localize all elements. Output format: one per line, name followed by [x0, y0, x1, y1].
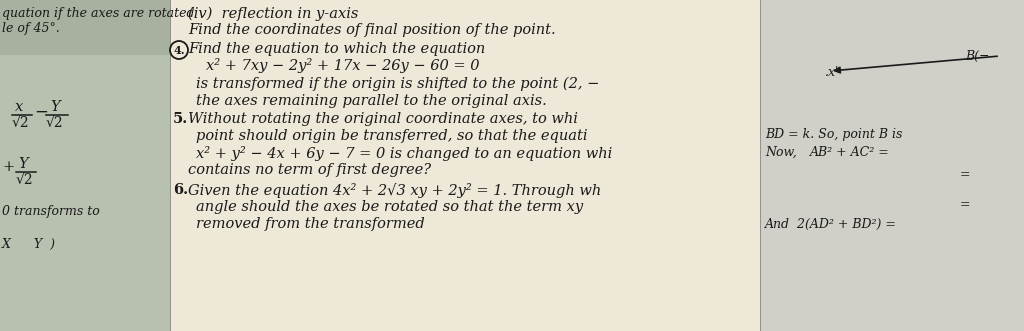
Text: x² + y² − 4x + 6y − 7 = 0 is changed to an equation whi: x² + y² − 4x + 6y − 7 = 0 is changed to … [196, 146, 612, 161]
Text: (iv)  reflection in y-axis: (iv) reflection in y-axis [188, 7, 358, 22]
Text: −: − [34, 104, 48, 121]
Text: 5.: 5. [173, 112, 188, 126]
Text: And  2(AD² + BD²) =: And 2(AD² + BD²) = [765, 218, 897, 231]
Bar [0, 0, 170, 331]
Text: AB² + AC² =: AB² + AC² = [810, 146, 890, 159]
Text: Without rotating the original coordinate axes, to whi: Without rotating the original coordinate… [188, 112, 578, 126]
Text: x: x [15, 100, 24, 114]
Text: =: = [961, 168, 971, 181]
Text: quation if the axes are rotated: quation if the axes are rotated [2, 7, 195, 20]
Text: .x': .x' [825, 66, 840, 79]
Text: 6.: 6. [173, 183, 188, 197]
Text: Y: Y [50, 100, 59, 114]
Text: the axes remaining parallel to the original axis.: the axes remaining parallel to the origi… [196, 94, 547, 108]
Text: √2: √2 [12, 116, 30, 130]
Text: 4.: 4. [173, 44, 184, 56]
Text: Now,: Now, [765, 146, 797, 159]
Text: =: = [961, 198, 971, 211]
Bar [760, 0, 1024, 331]
Text: contains no term of first degree?: contains no term of first degree? [188, 163, 431, 177]
Text: is transformed if the origin is shifted to the point (2, −: is transformed if the origin is shifted … [196, 77, 599, 91]
Text: B(−: B(− [965, 50, 989, 63]
Bar [0, 0, 170, 55]
Text: X      Y  ): X Y ) [2, 238, 56, 251]
Bar [170, 0, 760, 331]
Text: Find the coordinates of final position of the point.: Find the coordinates of final position o… [188, 23, 556, 37]
Text: 0 transforms to: 0 transforms to [2, 205, 99, 218]
Text: √2: √2 [46, 116, 63, 130]
Text: le of 45°.: le of 45°. [2, 22, 59, 35]
Text: Find the equation to which the equation: Find the equation to which the equation [188, 42, 485, 56]
Text: BD = k. So, point B is: BD = k. So, point B is [765, 128, 902, 141]
Text: x² + 7xy − 2y² + 17x − 26y − 60 = 0: x² + 7xy − 2y² + 17x − 26y − 60 = 0 [206, 58, 479, 73]
Text: point should origin be transferred, so that the equati: point should origin be transferred, so t… [196, 129, 588, 143]
Text: +: + [2, 160, 14, 174]
Text: removed from the transformed: removed from the transformed [196, 217, 425, 231]
Text: √2: √2 [16, 173, 34, 187]
Text: Given the equation 4x² + 2√3 xy + 2y² = 1. Through wh: Given the equation 4x² + 2√3 xy + 2y² = … [188, 183, 601, 198]
Text: Y: Y [18, 157, 28, 171]
Text: angle should the axes be rotated so that the term xy: angle should the axes be rotated so that… [196, 200, 583, 214]
